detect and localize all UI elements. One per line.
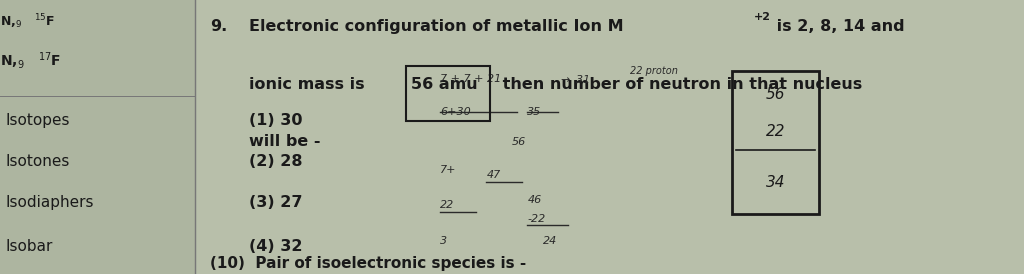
Text: (2) 28: (2) 28: [249, 154, 302, 169]
Text: Isobar: Isobar: [5, 239, 52, 254]
Bar: [732, 71, 819, 214]
Text: Electronic configuration of metallic Ion M: Electronic configuration of metallic Ion…: [249, 19, 624, 34]
Text: 46: 46: [527, 195, 542, 205]
Text: 22 proton: 22 proton: [630, 66, 678, 76]
Text: 22: 22: [766, 124, 785, 139]
Text: 34: 34: [766, 175, 785, 190]
Text: Isodiaphers: Isodiaphers: [5, 195, 93, 210]
Text: 35: 35: [527, 107, 542, 117]
Text: (3) 27: (3) 27: [249, 195, 302, 210]
Text: N,$_9$   $^{15}$F: N,$_9$ $^{15}$F: [0, 13, 55, 31]
Text: ionic mass is: ionic mass is: [249, 77, 370, 92]
Bar: [406, 66, 490, 121]
Text: 7+: 7+: [440, 165, 457, 175]
Text: +2: +2: [754, 12, 771, 22]
Text: Isotopes: Isotopes: [5, 113, 70, 128]
Text: (4) 32: (4) 32: [249, 239, 302, 254]
Text: 7 + 7 + 21: 7 + 7 + 21: [440, 75, 502, 84]
Text: 3: 3: [440, 236, 447, 246]
Text: 24: 24: [543, 236, 557, 246]
Text: 22: 22: [440, 201, 455, 210]
Text: $\rightarrow$ 31: $\rightarrow$ 31: [558, 73, 590, 85]
Text: N,$_9$   $^{17}$F: N,$_9$ $^{17}$F: [0, 50, 61, 71]
Text: will be -: will be -: [249, 134, 321, 149]
Text: -22: -22: [527, 214, 546, 224]
Text: then number of neutron in that nucleus: then number of neutron in that nucleus: [497, 77, 862, 92]
Bar: [0, 0, 195, 274]
Text: 56: 56: [766, 87, 785, 102]
Text: 56 amu: 56 amu: [411, 77, 477, 92]
Text: 9.: 9.: [210, 19, 227, 34]
Text: 56: 56: [512, 138, 526, 147]
Text: is 2, 8, 14 and: is 2, 8, 14 and: [771, 19, 904, 34]
Text: (1) 30: (1) 30: [249, 113, 302, 128]
Text: 6+30: 6+30: [440, 107, 471, 117]
Text: Isotones: Isotones: [5, 154, 70, 169]
Text: 47: 47: [486, 170, 501, 180]
Text: (10)  Pair of isoelectronic species is -: (10) Pair of isoelectronic species is -: [210, 256, 526, 271]
